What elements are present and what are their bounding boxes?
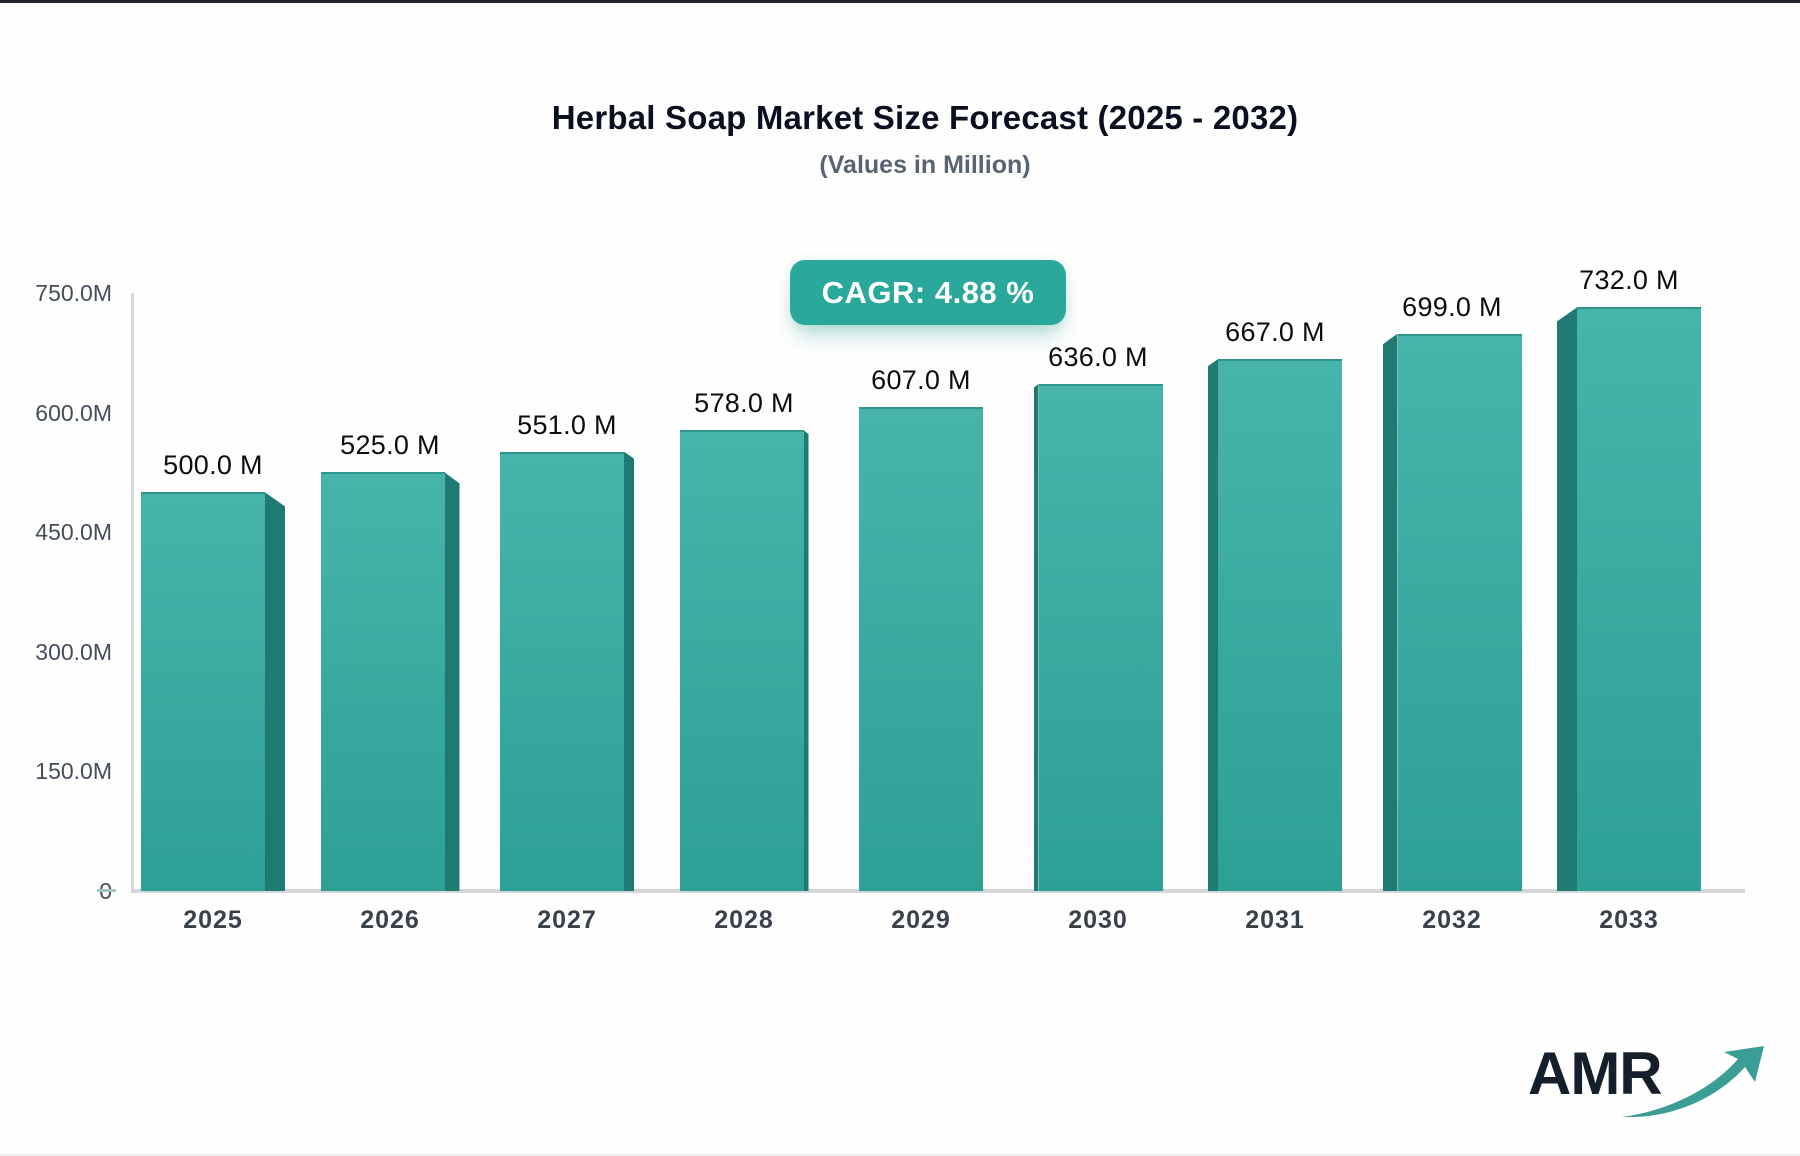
bar-2028-side	[803, 430, 809, 891]
x-axis-label-2026: 2026	[360, 906, 420, 934]
amr-logo-text: AMR	[1528, 1040, 1663, 1107]
bar-value-label: 551.0 M	[517, 409, 617, 440]
trend-arrow-icon	[1622, 1046, 1764, 1118]
bar-2033[interactable]	[1577, 307, 1701, 891]
x-axis-label-2032: 2032	[1422, 906, 1482, 934]
x-axis-label-2027: 2027	[537, 906, 597, 934]
amr-logo: AMR	[1528, 1039, 1768, 1129]
x-axis-line	[131, 889, 1745, 893]
y-axis-tick-label: 600.0M	[35, 399, 112, 426]
bar-2030-side	[1033, 383, 1039, 891]
bar-value-label: 699.0 M	[1402, 291, 1502, 322]
bar-value-label: 500.0 M	[163, 450, 263, 481]
bar-value-label: 525.0 M	[340, 430, 440, 461]
bar-value-label: 578.0 M	[694, 388, 794, 419]
bar-2031[interactable]	[1218, 359, 1342, 891]
cagr-badge: CAGR: 4.88 %	[790, 260, 1066, 325]
y-axis-tick-label: 750.0M	[35, 280, 112, 306]
page-title: Herbal Soap Market Size Forecast (2025 -…	[551, 99, 1299, 136]
bar-2028[interactable]	[679, 430, 804, 891]
bar-2025[interactable]	[141, 492, 265, 891]
bar-2029[interactable]	[859, 407, 983, 891]
bar-2032-side	[1382, 333, 1398, 891]
bar-2030[interactable]	[1038, 383, 1163, 891]
bar-2027-side	[624, 451, 634, 891]
bar-2025-side	[265, 492, 285, 891]
bar-value-label: 732.0 M	[1579, 265, 1679, 296]
bar-value-label: 636.0 M	[1048, 341, 1148, 372]
bar-value-label: 667.0 M	[1225, 317, 1325, 348]
chart-subtitle: (Values in Million)	[819, 151, 1031, 179]
x-axis-label-2029: 2029	[891, 906, 951, 934]
bar-2026[interactable]	[320, 472, 445, 891]
bar-value-label: 607.0 M	[871, 365, 971, 396]
x-axis-label-2030: 2030	[1068, 906, 1128, 934]
x-axis-label-2025: 2025	[183, 906, 243, 934]
bar-2031-side	[1208, 359, 1218, 891]
x-axis-label-2033: 2033	[1599, 906, 1659, 934]
bar-2027[interactable]	[500, 451, 624, 891]
y-axis-line	[131, 293, 134, 891]
bar-2033-side	[1557, 307, 1577, 891]
x-axis-label-2031: 2031	[1245, 906, 1305, 934]
y-axis-zero-tick	[97, 889, 116, 892]
bar-2026-side	[444, 472, 460, 891]
cagr-badge-label: CAGR: 4.88 %	[821, 274, 1035, 310]
bar-2032[interactable]	[1397, 333, 1522, 891]
y-axis-tick-label: 150.0M	[35, 758, 112, 785]
y-axis-tick-label: 300.0M	[35, 638, 112, 665]
x-axis-label-2028: 2028	[714, 906, 774, 934]
y-axis-tick-label: 450.0M	[35, 519, 112, 546]
